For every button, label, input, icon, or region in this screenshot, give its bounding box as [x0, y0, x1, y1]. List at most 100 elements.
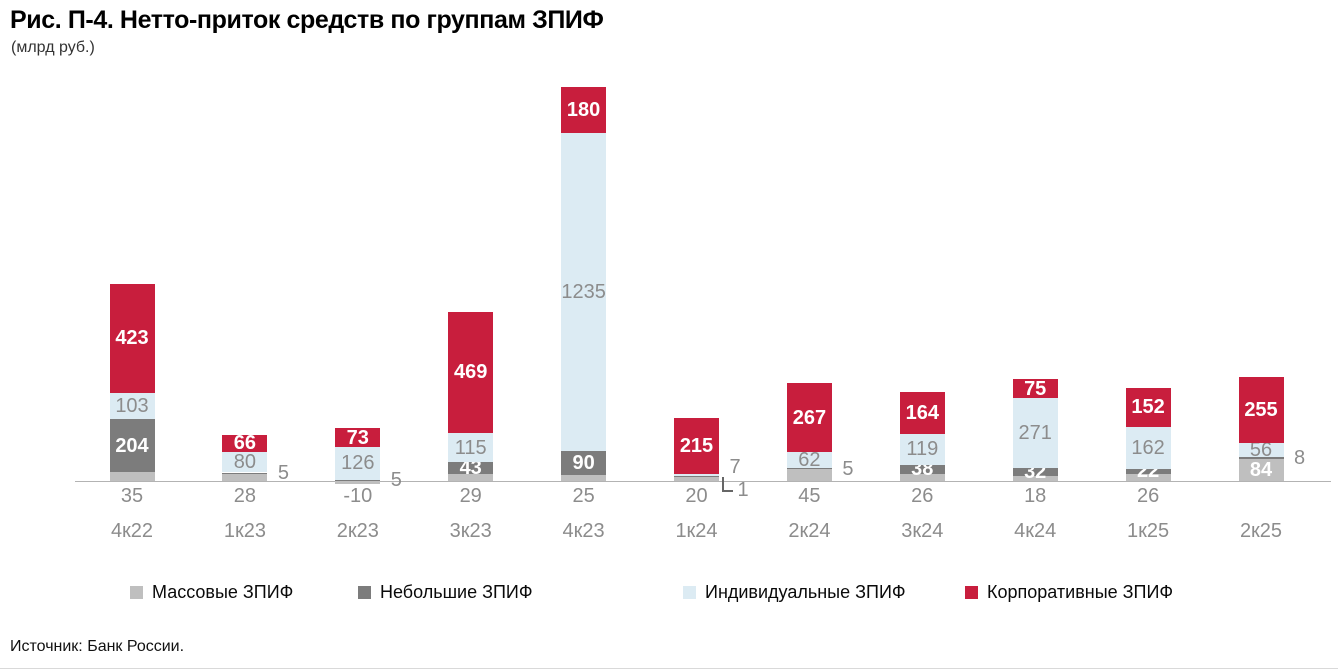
legend-label: Массовые ЗПИФ [152, 582, 294, 602]
bar-segment [674, 418, 719, 474]
bar-value-label: 1 [737, 479, 749, 501]
bar-value-label: 56 [1249, 439, 1273, 462]
bar-segment [1012, 379, 1058, 399]
bar-segment [561, 474, 607, 481]
bar-value-label: 43 [459, 456, 482, 479]
bar-value-label: 28 [233, 485, 257, 507]
bar-segment [561, 451, 607, 475]
bar-segment [1125, 387, 1171, 427]
bar-value-label: -10 [343, 485, 373, 507]
bar-segment [1238, 457, 1284, 460]
bar-value-label: 25 [572, 485, 595, 507]
chart-legend: Массовые ЗПИФ Небольшие ЗПИФ Индивидуальны… [0, 583, 1338, 605]
bar-segment [1125, 474, 1171, 481]
bar-value-label: 45 [798, 485, 821, 507]
x-axis-label: 1к23 [223, 520, 266, 542]
bar-value-label: 35 [120, 485, 144, 507]
legend-label: Корпоративные ЗПИФ [987, 582, 1174, 602]
chart-subtitle: (млрд руб.) [11, 39, 95, 56]
bar-value-label: 255 [1244, 399, 1278, 422]
x-axis-label: 1к24 [675, 520, 718, 542]
bar-segment [899, 464, 945, 475]
bar-value-label: 80 [233, 451, 257, 474]
bar-segment [335, 481, 381, 484]
bar-segment [448, 462, 494, 474]
bar-segment [1012, 468, 1058, 477]
bar-value-label: 1235 [561, 281, 606, 304]
x-axis-label: 3к23 [449, 520, 492, 542]
bar-value-label: 8 [1293, 447, 1306, 470]
bar-value-label: 5 [390, 469, 402, 492]
bar-value-label: 20 [685, 485, 708, 507]
bar-segment [109, 471, 155, 481]
legend-swatch-icon [358, 585, 371, 599]
chart-area: 35 204 103 423 4к22 28 5 80 66 1к23 -10 5 126 73 2к23 2… [75, 87, 1331, 542]
bar-segment [674, 473, 719, 476]
bar-value-label: 5 [277, 462, 289, 485]
bar-value-label: 29 [459, 485, 482, 507]
bar-segment [1012, 398, 1058, 469]
bar-value-label: 423 [115, 327, 149, 350]
bar-value-label: 115 [454, 436, 487, 459]
bar-value-label: 164 [905, 401, 939, 424]
legend-item: Небольшие ЗПИФ [358, 583, 533, 601]
bar-value-label: 26 [911, 485, 934, 507]
x-axis-label: 4к23 [562, 520, 605, 542]
bar-segment [109, 284, 155, 393]
bar-value-label: 271 [1018, 422, 1052, 445]
bar-segment [222, 472, 268, 474]
bar-segment [674, 475, 719, 481]
bar-value-label: 90 [572, 451, 595, 474]
bar-segment [448, 432, 494, 463]
bar-value-label: 180 [566, 99, 601, 122]
bar-segment [222, 473, 268, 481]
bar-segment [1125, 426, 1171, 469]
source-note: Источник: Банк России. [10, 638, 185, 655]
bar-segment [109, 419, 155, 472]
bar-value-label: 26 [1136, 485, 1160, 507]
bar-segment [222, 451, 268, 473]
bar-segment [786, 383, 832, 453]
bar-value-label: 5 [842, 457, 854, 480]
x-axis-line [75, 481, 1331, 483]
bar-value-label: 215 [679, 435, 714, 458]
x-axis-label: 4к24 [1014, 520, 1057, 542]
bar-segment [1238, 442, 1284, 458]
bar-segment [561, 87, 607, 134]
bar-value-label: 75 [1024, 377, 1047, 400]
bar-segment [335, 447, 381, 480]
bar-segment [786, 468, 832, 470]
bar-segment [786, 469, 832, 481]
x-axis-label: 4к22 [110, 520, 154, 542]
bar-value-label: 119 [906, 438, 939, 461]
legend-label: Небольшие ЗПИФ [380, 582, 533, 602]
bar-value-label: 62 [798, 449, 821, 472]
bar-segment [899, 433, 945, 465]
bar-segment [1125, 468, 1171, 475]
bar-value-label: 18 [1024, 485, 1047, 507]
bar-value-label: 7 [729, 455, 741, 478]
bar-value-label: 84 [1249, 459, 1273, 482]
bar-segment [222, 434, 268, 452]
bar-segment [899, 474, 945, 481]
bar-segment [1238, 459, 1284, 481]
x-axis-label: 3к24 [901, 520, 944, 542]
legend-label: Индивидуальные ЗПИФ [705, 582, 906, 602]
bar-value-label: 469 [454, 361, 488, 384]
bar-segment [1238, 377, 1284, 443]
bar-segment [786, 452, 832, 469]
bar-segment [674, 475, 719, 477]
legend-swatch-icon [683, 585, 696, 599]
bar-segment [561, 133, 607, 452]
bar-value-label: 66 [233, 432, 257, 455]
bar-value-label: 126 [341, 452, 375, 475]
legend-item: Корпоративные ЗПИФ [965, 583, 1173, 601]
legend-swatch-icon [130, 585, 143, 599]
bar-value-label: 152 [1131, 396, 1165, 419]
leader-line [722, 477, 724, 491]
legend-swatch-icon [965, 585, 978, 599]
bar-segment [448, 473, 494, 481]
bar-value-label: 267 [792, 406, 827, 429]
bar-segment [1012, 476, 1058, 481]
